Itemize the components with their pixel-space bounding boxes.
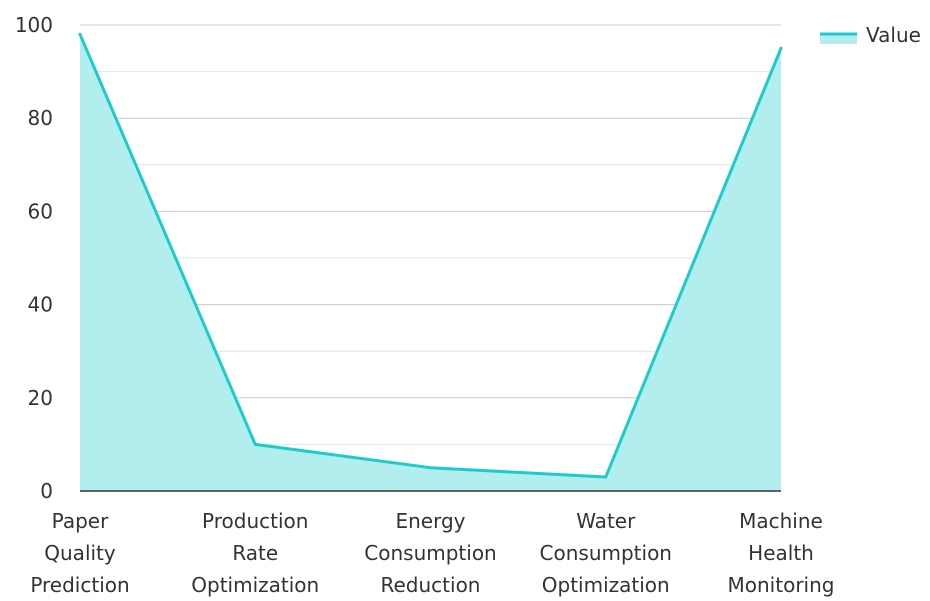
- legend-label: Value: [866, 23, 921, 47]
- data-point-1: [253, 442, 257, 446]
- legend-swatch: [820, 34, 857, 44]
- y-tick-label: 20: [28, 386, 53, 410]
- x-category-label: Energy Consumption Reduction: [364, 509, 496, 597]
- y-tick-label: 0: [40, 479, 53, 503]
- area-layer: [78, 32, 783, 491]
- legend: Value: [820, 23, 921, 47]
- series-area-fill: [80, 34, 781, 491]
- y-tick-label: 100: [15, 13, 53, 37]
- x-category-label: Machine Health Monitoring: [728, 509, 835, 597]
- x-category-label: Paper Quality Prediction: [30, 509, 129, 597]
- data-point-3: [604, 475, 608, 479]
- data-point-2: [429, 466, 432, 470]
- y-tick-labels: 0 20 40 60 80 100: [15, 13, 53, 503]
- x-category-label: Water Consumption Optimization: [540, 509, 672, 597]
- y-tick-label: 80: [28, 106, 53, 130]
- data-point-4: [779, 46, 783, 50]
- y-tick-label: 40: [28, 293, 53, 317]
- x-category-labels: Paper Quality Prediction Production Rate Opti…: [30, 509, 834, 597]
- y-tick-label: 60: [28, 199, 53, 223]
- x-category-label: Production Rate Optimization: [191, 509, 319, 597]
- data-point-0: [78, 32, 82, 36]
